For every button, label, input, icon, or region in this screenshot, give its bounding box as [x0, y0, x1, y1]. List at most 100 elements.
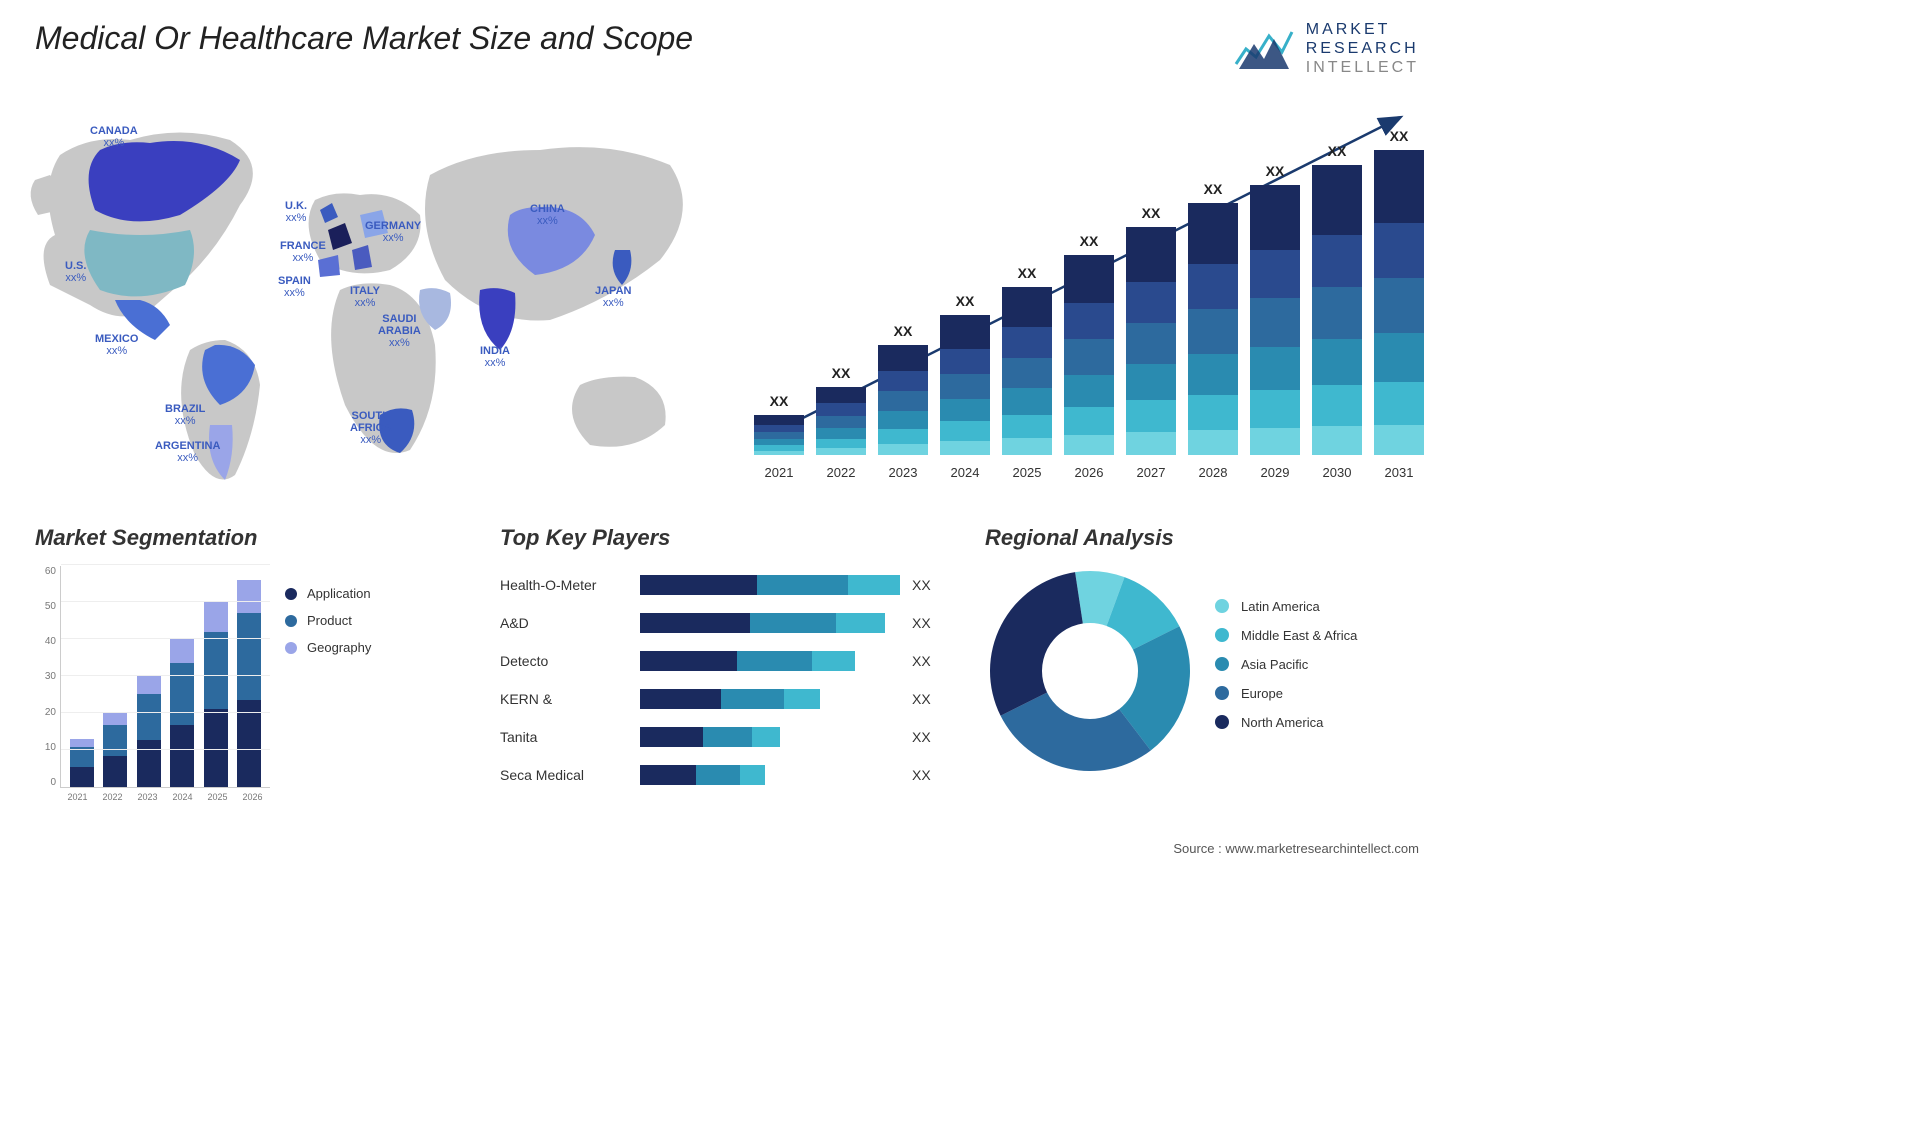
- growth-year-label: 2026: [1064, 465, 1114, 480]
- growth-bar: XX: [816, 365, 866, 455]
- growth-bar: XX: [1064, 233, 1114, 455]
- logo-line1: MARKET: [1306, 20, 1419, 39]
- segmentation-title: Market Segmentation: [35, 525, 465, 551]
- seg-bar: [170, 639, 194, 787]
- legend-dot-icon: [1215, 715, 1229, 729]
- seg-year-label: 2023: [137, 792, 157, 802]
- growth-bar: XX: [940, 293, 990, 455]
- source-text: Source : www.marketresearchintellect.com: [1173, 841, 1419, 856]
- map-label: JAPANxx%: [595, 285, 631, 309]
- legend-dot-icon: [1215, 628, 1229, 642]
- player-row: A&D XX: [500, 604, 960, 642]
- regional-legend-label: Latin America: [1241, 599, 1320, 614]
- segmentation-chart: 6050403020100 202120222023202420252026: [35, 566, 465, 806]
- growth-value-label: XX: [1142, 205, 1161, 221]
- legend-dot-icon: [1215, 599, 1229, 613]
- logo-icon: [1234, 24, 1294, 74]
- growth-bar: XX: [1188, 181, 1238, 455]
- map-label: FRANCExx%: [280, 240, 326, 264]
- player-name: A&D: [500, 615, 640, 631]
- map-label: INDIAxx%: [480, 345, 510, 369]
- seg-legend-label: Product: [307, 613, 352, 628]
- seg-year-label: 2021: [67, 792, 87, 802]
- growth-year-label: 2021: [754, 465, 804, 480]
- growth-value-label: XX: [770, 393, 789, 409]
- player-row: Seca MedicalXX: [500, 756, 960, 794]
- regional-legend-item: Latin America: [1215, 599, 1357, 614]
- growth-year-label: 2027: [1126, 465, 1176, 480]
- map-label: ITALYxx%: [350, 285, 380, 309]
- growth-value-label: XX: [1390, 128, 1409, 144]
- growth-bar: XX: [754, 393, 804, 455]
- regional-donut: [985, 566, 1195, 776]
- player-value: XX: [912, 653, 931, 669]
- seg-ytick: 20: [45, 707, 56, 718]
- seg-year-label: 2022: [102, 792, 122, 802]
- map-label: SPAINxx%: [278, 275, 311, 299]
- map-label: GERMANYxx%: [365, 220, 421, 244]
- legend-dot-icon: [1215, 686, 1229, 700]
- player-name: Detecto: [500, 653, 640, 669]
- players-chart: Health-O-MeterXXA&DXXDetectoXXKERN &XXTa…: [500, 566, 960, 794]
- growth-value-label: XX: [1080, 233, 1099, 249]
- growth-value-label: XX: [956, 293, 975, 309]
- seg-ytick: 10: [45, 742, 56, 753]
- player-value: XX: [912, 691, 931, 707]
- brand-logo: MARKET RESEARCH INTELLECT: [1234, 20, 1419, 78]
- regional-legend-item: Asia Pacific: [1215, 657, 1357, 672]
- seg-year-label: 2024: [172, 792, 192, 802]
- player-name: Health-O-Meter: [500, 577, 640, 593]
- player-row: Health-O-Meter XX: [500, 566, 960, 604]
- legend-dot-icon: [1215, 657, 1229, 671]
- logo-text: MARKET RESEARCH INTELLECT: [1306, 20, 1419, 78]
- growth-year-label: 2023: [878, 465, 928, 480]
- seg-bar: [70, 739, 94, 787]
- regional-legend-label: Middle East & Africa: [1241, 628, 1357, 643]
- regional-legend: Latin America Middle East & Africa Asia Pa…: [1215, 599, 1357, 744]
- seg-legend-label: Application: [307, 586, 371, 601]
- player-bar: [640, 689, 900, 709]
- seg-legend-item: Application: [285, 586, 371, 601]
- growth-value-label: XX: [1018, 265, 1037, 281]
- growth-value-label: XX: [894, 323, 913, 339]
- growth-bar: XX: [1126, 205, 1176, 455]
- growth-chart: XXXXXXXXXXXXXXXXXXXXXX 20212022202320242…: [754, 100, 1424, 480]
- seg-legend-label: Geography: [307, 640, 371, 655]
- players-title: Top Key Players: [500, 525, 960, 551]
- segmentation-section: Market Segmentation 6050403020100 202120…: [35, 525, 465, 806]
- growth-value-label: XX: [1266, 163, 1285, 179]
- player-bar: [640, 651, 900, 671]
- seg-ytick: 40: [45, 636, 56, 647]
- map-label: CANADAxx%: [90, 125, 138, 149]
- growth-year-label: 2022: [816, 465, 866, 480]
- player-bar: [640, 727, 900, 747]
- growth-value-label: XX: [1204, 181, 1223, 197]
- growth-bar: XX: [1250, 163, 1300, 455]
- page-title: Medical Or Healthcare Market Size and Sc…: [35, 20, 693, 57]
- growth-year-label: 2025: [1002, 465, 1052, 480]
- map-label: BRAZILxx%: [165, 403, 205, 427]
- seg-ytick: 30: [45, 671, 56, 682]
- map-label: ARGENTINAxx%: [155, 440, 220, 464]
- player-value: XX: [912, 729, 931, 745]
- players-section: Top Key Players Health-O-MeterXXA&DXXDet…: [500, 525, 960, 794]
- seg-ytick: 0: [50, 777, 56, 788]
- seg-ytick: 60: [45, 566, 56, 577]
- growth-year-label: 2031: [1374, 465, 1424, 480]
- player-name: Tanita: [500, 729, 640, 745]
- seg-year-label: 2026: [242, 792, 262, 802]
- regional-legend-label: Europe: [1241, 686, 1283, 701]
- growth-year-label: 2024: [940, 465, 990, 480]
- map-label: U.S.xx%: [65, 260, 86, 284]
- player-row: Tanita XX: [500, 718, 960, 756]
- seg-legend-item: Product: [285, 613, 371, 628]
- player-name: Seca Medical: [500, 767, 640, 783]
- growth-bar: XX: [1002, 265, 1052, 455]
- map-label: CHINAxx%: [530, 203, 565, 227]
- seg-bar: [204, 602, 228, 787]
- growth-bar: XX: [1374, 128, 1424, 455]
- player-row: Detecto XX: [500, 642, 960, 680]
- growth-year-label: 2030: [1312, 465, 1362, 480]
- player-value: XX: [912, 615, 931, 631]
- player-value: XX: [912, 577, 931, 593]
